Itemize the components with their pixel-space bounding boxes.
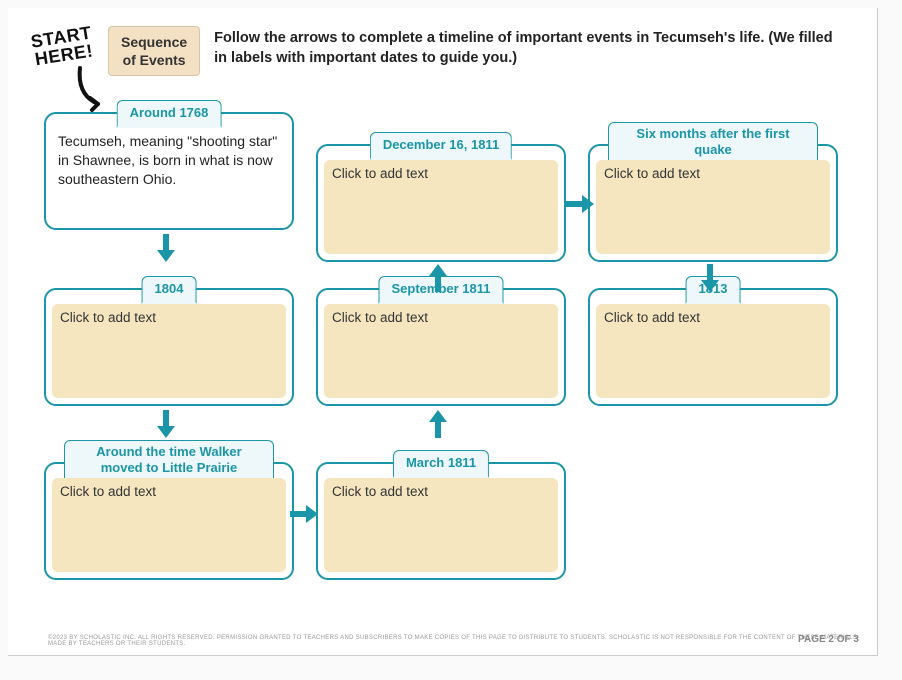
arrow-down-icon bbox=[154, 408, 178, 440]
header-row: Sequence of Events Follow the arrows to … bbox=[108, 26, 847, 76]
arrow-down-icon bbox=[698, 262, 722, 294]
card-body-input[interactable]: Click to add text bbox=[324, 304, 558, 398]
card-1804[interactable]: 1804 Click to add text bbox=[44, 288, 294, 406]
sequence-of-events-box: Sequence of Events bbox=[108, 26, 200, 76]
card-around-1768: Around 1768 Tecumseh, meaning "shooting … bbox=[44, 112, 294, 230]
card-six-months-after[interactable]: Six months after the first quake Click t… bbox=[588, 144, 838, 262]
copyright-footer: ©2023 BY SCHOLASTIC INC. ALL RIGHTS RESE… bbox=[48, 635, 877, 647]
card-walker-little-prairie[interactable]: Around the time Walker moved to Little P… bbox=[44, 462, 294, 580]
instructions-text: Follow the arrows to complete a timeline… bbox=[214, 26, 847, 69]
arrow-down-icon bbox=[154, 232, 178, 264]
card-body-input[interactable]: Click to add text bbox=[52, 304, 286, 398]
card-tab: Six months after the first quake bbox=[608, 122, 818, 164]
card-body-input[interactable]: Click to add text bbox=[596, 304, 830, 398]
card-tab: Around 1768 bbox=[117, 100, 222, 128]
card-1813[interactable]: 1813 Click to add text bbox=[588, 288, 838, 406]
card-body-input[interactable]: Click to add text bbox=[324, 478, 558, 572]
card-march-1811[interactable]: March 1811 Click to add text bbox=[316, 462, 566, 580]
start-text-1: STARTHERE! bbox=[29, 22, 94, 69]
start-here-label: STARTHERE! bbox=[30, 23, 96, 68]
worksheet-page: STARTHERE! Sequence of Events Follow the… bbox=[8, 8, 878, 656]
arrow-up-icon bbox=[426, 408, 450, 440]
card-body-input[interactable]: Click to add text bbox=[52, 478, 286, 572]
seq-title-2: of Events bbox=[121, 51, 187, 69]
page-number: PAGE 2 OF 3 bbox=[798, 634, 859, 645]
arrow-right-icon bbox=[564, 192, 596, 216]
card-tab: March 1811 bbox=[393, 450, 489, 478]
seq-title-1: Sequence bbox=[121, 33, 187, 51]
card-body-filled: Tecumseh, meaning "shooting star" in Sha… bbox=[58, 132, 280, 218]
arrow-right-icon bbox=[288, 502, 320, 526]
card-body-input[interactable]: Click to add text bbox=[324, 160, 558, 254]
arrow-up-icon bbox=[426, 262, 450, 294]
card-tab: 1804 bbox=[142, 276, 197, 304]
card-dec-16-1811[interactable]: December 16, 1811 Click to add text bbox=[316, 144, 566, 262]
card-tab: December 16, 1811 bbox=[370, 132, 512, 160]
card-tab: Around the time Walker moved to Little P… bbox=[64, 440, 274, 482]
card-sept-1811[interactable]: September 1811 Click to add text bbox=[316, 288, 566, 406]
card-body-input[interactable]: Click to add text bbox=[596, 160, 830, 254]
